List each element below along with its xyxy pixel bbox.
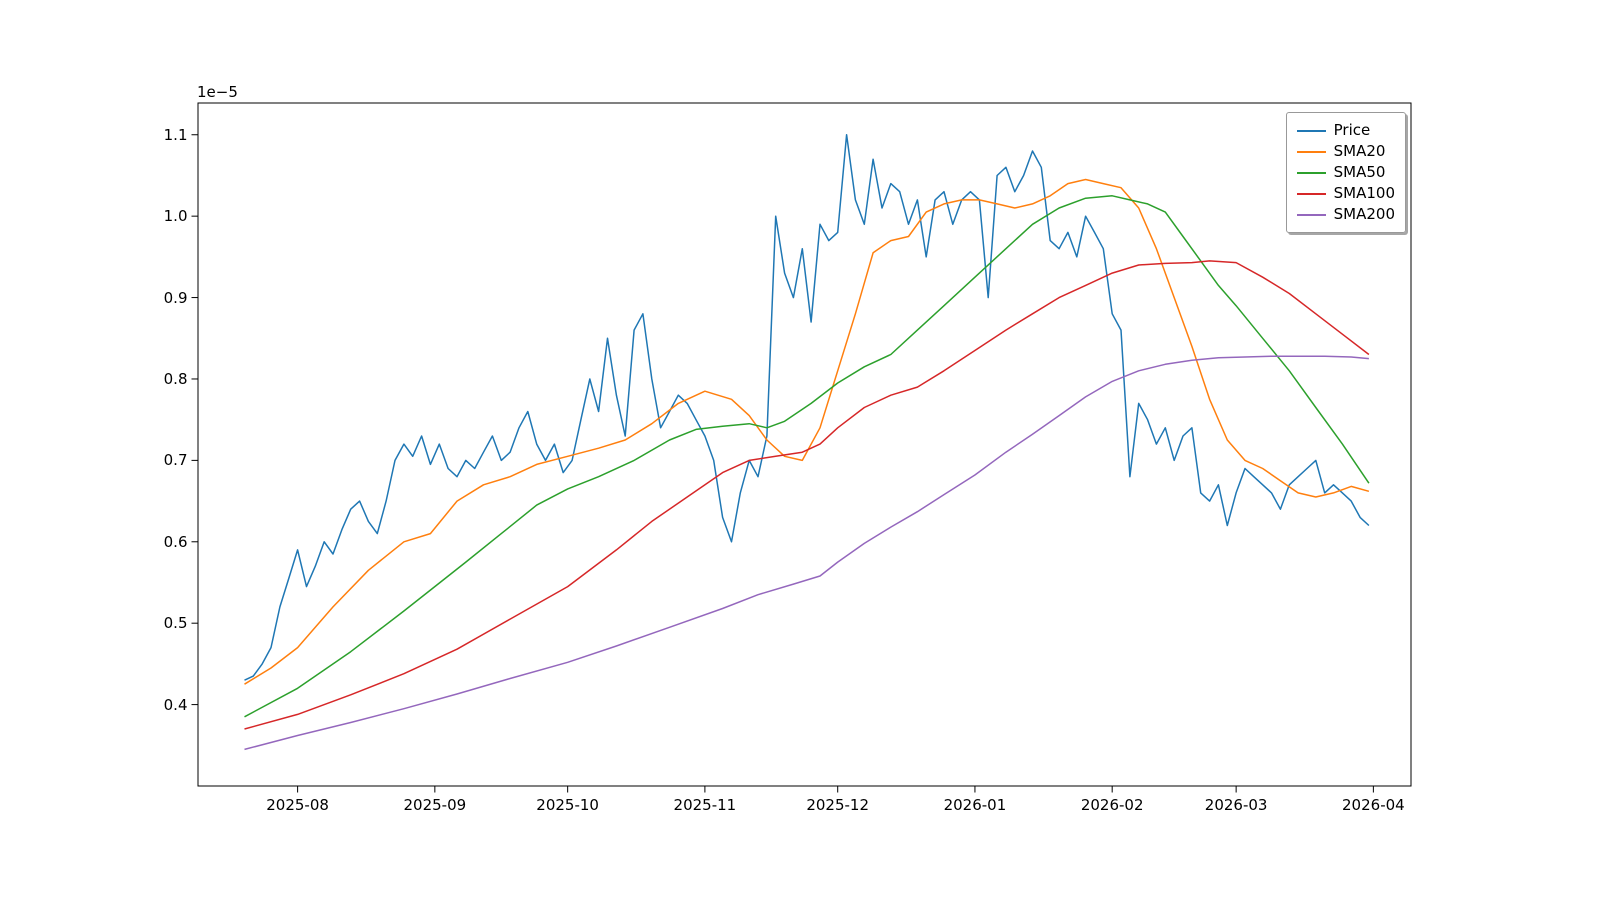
x-tick-label: 2026-02 xyxy=(1080,796,1144,814)
legend-label: Price xyxy=(1333,121,1371,139)
legend-line-swatch-sma20 xyxy=(1296,150,1326,153)
y-axis-offset-label: 1e−5 xyxy=(197,83,238,101)
y-tick-label: 0.8 xyxy=(163,369,188,388)
legend-label: SMA200 xyxy=(1333,205,1395,223)
x-tick-label: 2025-11 xyxy=(673,796,737,814)
y-tick-label: 1.0 xyxy=(163,207,188,226)
legend-item-sma20: SMA20 xyxy=(1296,141,1395,162)
legend-item-sma200: SMA200 xyxy=(1296,204,1395,225)
legend-item-sma50: SMA50 xyxy=(1296,162,1395,183)
series-line-price xyxy=(244,133,1370,681)
y-tick-label: 0.6 xyxy=(163,532,188,551)
y-tick-label: 0.4 xyxy=(163,695,188,714)
axes-border xyxy=(197,102,1412,787)
x-tick-label: 2025-10 xyxy=(536,796,599,814)
legend-item-price: Price xyxy=(1296,120,1395,141)
legend-label: SMA50 xyxy=(1333,163,1386,181)
x-tick-label: 2026-04 xyxy=(1342,796,1405,814)
legend-line-swatch-price xyxy=(1296,129,1326,132)
legend-item-sma100: SMA100 xyxy=(1296,183,1395,204)
x-tick-label: 2026-03 xyxy=(1204,796,1268,814)
series-line-sma50 xyxy=(244,195,1370,718)
legend-line-swatch-sma50 xyxy=(1296,171,1326,174)
y-tick-label: 0.7 xyxy=(163,451,188,470)
x-tick-label: 2025-12 xyxy=(806,796,870,814)
legend: Price SMA20 SMA50 SMA100 SMA200 xyxy=(1285,112,1406,233)
legend-label: SMA100 xyxy=(1333,184,1395,202)
series-line-sma100 xyxy=(244,260,1370,730)
series-line-sma20 xyxy=(244,178,1370,685)
y-tick-label: 0.5 xyxy=(163,614,188,633)
legend-line-swatch-sma200 xyxy=(1296,213,1326,216)
y-tick-label: 0.9 xyxy=(163,288,188,307)
x-tick-label: 2026-01 xyxy=(943,796,1007,814)
legend-line-swatch-sma100 xyxy=(1296,192,1326,195)
x-tick-label: 2025-08 xyxy=(266,796,329,814)
series-line-sma200 xyxy=(244,355,1369,751)
x-tick-label: 2025-09 xyxy=(403,796,467,814)
legend-label: SMA20 xyxy=(1333,142,1386,160)
y-tick-label: 1.1 xyxy=(163,125,188,144)
